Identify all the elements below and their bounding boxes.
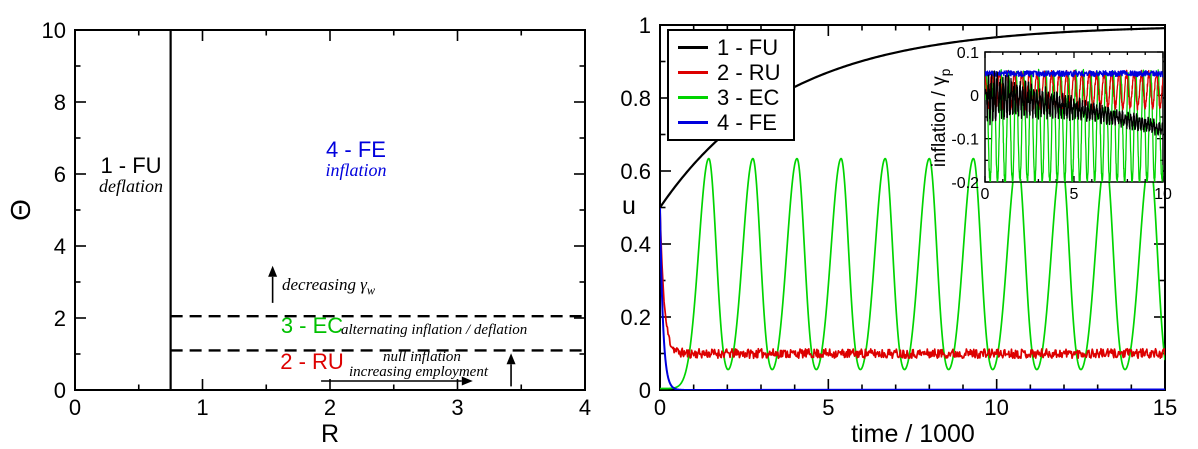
x-tick-label: 0: [654, 395, 666, 420]
y-tick-label: 4: [54, 234, 66, 259]
y-tick-label: 1: [639, 13, 651, 38]
arrow-1-head: [461, 376, 473, 386]
series-1-fu: [985, 70, 1163, 136]
right-x-axis-label: time / 1000: [851, 420, 975, 448]
region-1-fu-label: 1 - FU: [100, 153, 162, 178]
legend-label-1-fu: 1 - FU: [717, 34, 779, 60]
y-tick-label: 0.4: [620, 232, 651, 257]
x-tick-label: 5: [822, 395, 834, 420]
x-tick-label: 15: [1153, 395, 1177, 420]
series-2-ru: [660, 207, 1165, 360]
inset-y-axis-label-text: inflation / γ: [929, 76, 951, 168]
x-tick-label: 10: [984, 395, 1008, 420]
region-4-fe-label: 4 - FE: [326, 137, 386, 162]
x-tick-label: 0: [69, 395, 81, 420]
series-4-fe: [660, 207, 1165, 390]
left-plot-frame: 0 1 2 3 4 0 2 4 6 8 10: [42, 18, 592, 420]
x-tick-label: 1: [196, 395, 208, 420]
y-tick-label: 2: [54, 306, 66, 331]
y-tick-label: 8: [54, 90, 66, 115]
y-tick-label: 0: [54, 378, 66, 403]
left-plot-frame-box: [74, 29, 586, 391]
y-tick-label: 0.2: [620, 305, 651, 330]
y-tick-label: 0.1: [957, 45, 979, 62]
region-2-ru-label: 2 - RU: [280, 349, 344, 374]
y-tick-label: -0.2: [951, 175, 979, 192]
annotation-decreasing-gamma-w: decreasing γw: [282, 275, 375, 298]
series-4-fe: [985, 69, 1163, 78]
arrow-0-head: [268, 265, 278, 277]
region-4-fe: 4 - FE inflation: [296, 137, 416, 181]
region-4-fe-sublabel: inflation: [325, 160, 387, 181]
x-tick-label: 5: [1070, 186, 1079, 203]
x-tick-label: 0: [981, 186, 990, 203]
region-2-ru: 2 - RU: [264, 349, 360, 374]
left-y-axis-label: Θ: [5, 199, 36, 221]
x-tick-label: 3: [451, 395, 463, 420]
y-tick-label: 0: [970, 88, 979, 105]
legend-item-3-ec: 3 - EC: [678, 85, 781, 110]
region-1-fu: 1 - FU deflation: [72, 153, 190, 197]
legend-line-sample-2-ru: [678, 71, 708, 74]
y-tick-label: -0.1: [951, 131, 979, 148]
arrow-2-head: [506, 353, 516, 365]
x-tick-label: 10: [1154, 186, 1172, 203]
y-tick-label: 10: [42, 18, 66, 43]
legend-line-sample-1-fu: [678, 46, 708, 49]
inset-frame-box: [984, 51, 1164, 183]
y-tick-label: 0.8: [620, 86, 651, 111]
region-3-ec: 3 - EC: [264, 313, 360, 338]
annotation-decreasing-gamma-w-sub: w: [366, 283, 376, 298]
annotation-decreasing-gamma-w-text: decreasing γ: [282, 275, 367, 294]
right-y-axis-label: u: [622, 192, 636, 220]
series-3-ec: [660, 157, 1165, 390]
x-tick-label: 2: [324, 395, 336, 420]
annotation-null-inflation: null inflation: [383, 349, 461, 365]
annotation-increasing-employment: increasing employment: [349, 364, 488, 380]
inset-y-axis-label-sub: p: [937, 68, 953, 77]
legend-label-4-fe: 4 - FE: [717, 109, 777, 135]
annotation-alternating-inflation-deflation: alternating inflation / deflation: [341, 322, 528, 338]
x-tick-label: 4: [579, 395, 591, 420]
y-tick-label: 0: [639, 378, 651, 403]
legend-line-sample-3-ec: [678, 96, 708, 99]
legend-label-3-ec: 3 - EC: [717, 84, 780, 110]
region-1-fu-sublabel: deflation: [99, 176, 163, 197]
legend-item-4-fe: 4 - FE: [678, 110, 781, 135]
y-tick-label: 0.6: [620, 159, 651, 184]
region-3-ec-label: 3 - EC: [280, 313, 344, 338]
y-tick-label: 6: [54, 162, 66, 187]
inset-y-axis-label: inflation / γp: [929, 48, 953, 188]
legend-label-2-ru: 2 - RU: [717, 59, 781, 85]
legend: 1 - FU 2 - RU 3 - EC 4 - FE: [667, 29, 795, 141]
legend-line-sample-4-fe: [678, 121, 708, 124]
legend-item-1-fu: 1 - FU: [678, 35, 781, 60]
left-x-axis-label: R: [320, 420, 340, 448]
legend-item-2-ru: 2 - RU: [678, 60, 781, 85]
